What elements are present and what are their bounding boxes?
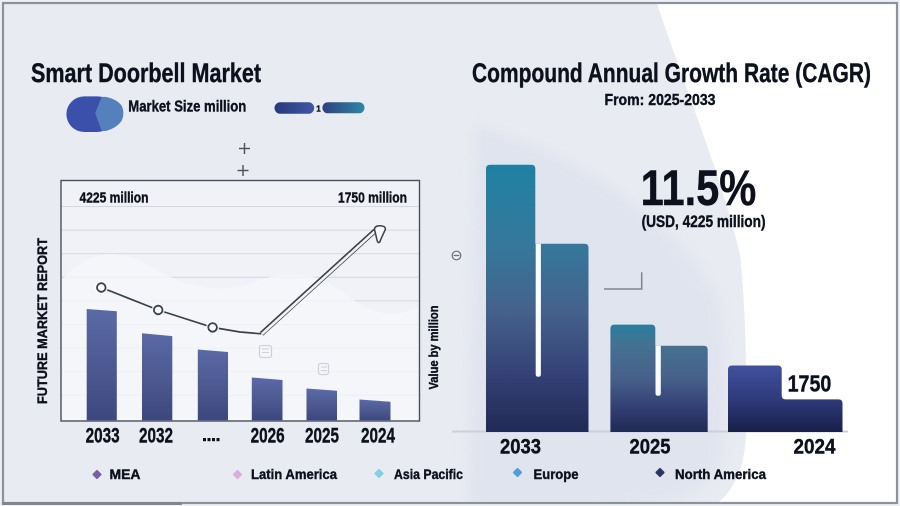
svg-text:4225 million: 4225 million	[80, 190, 149, 207]
svg-text:(USD, 4225 million): (USD, 4225 million)	[642, 213, 766, 231]
svg-text:1: 1	[316, 105, 321, 114]
svg-text:2025: 2025	[630, 436, 671, 459]
svg-text:FUTURE MARKET REPORT: FUTURE MARKET REPORT	[35, 237, 50, 404]
svg-text:2025: 2025	[305, 425, 339, 448]
svg-text:1750 million: 1750 million	[338, 190, 407, 207]
svg-text:2024: 2024	[361, 425, 395, 448]
svg-text:2033: 2033	[500, 436, 541, 459]
svg-text:From: 2025-2033: From: 2025-2033	[605, 92, 716, 109]
svg-text:Smart Doorbell Market: Smart Doorbell Market	[31, 58, 261, 88]
svg-text:Asia Pacific: Asia Pacific	[394, 466, 463, 482]
svg-text:North America: North America	[675, 466, 766, 482]
svg-text:Value by million: Value by million	[427, 306, 441, 390]
svg-text:11.5%: 11.5%	[641, 160, 757, 216]
svg-text:2024: 2024	[794, 436, 836, 459]
svg-text:Europe: Europe	[534, 466, 579, 482]
svg-text:Latin America: Latin America	[251, 466, 337, 482]
svg-text:MEA: MEA	[110, 466, 141, 482]
svg-text:Compound Annual Growth Rate (C: Compound Annual Growth Rate (CAGR)	[472, 58, 871, 88]
svg-text:2026: 2026	[251, 425, 285, 448]
svg-text:Market Size million: Market Size million	[128, 99, 246, 116]
svg-text:1750: 1750	[788, 371, 832, 397]
svg-text:2032: 2032	[139, 425, 173, 448]
svg-text:2033: 2033	[86, 425, 120, 448]
